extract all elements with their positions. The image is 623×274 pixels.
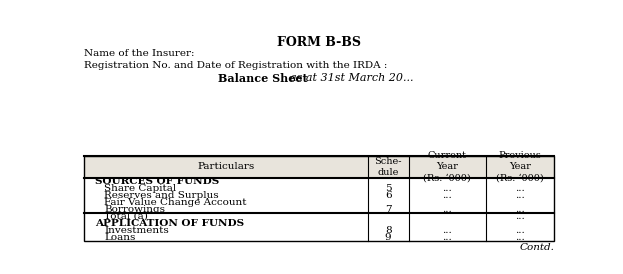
Text: APPLICATION OF FUNDS: APPLICATION OF FUNDS bbox=[95, 219, 244, 228]
Text: Previous
Year
(Rs. ‘000): Previous Year (Rs. ‘000) bbox=[497, 151, 544, 182]
Bar bbox=[84, 156, 554, 178]
Text: FORM B-BS: FORM B-BS bbox=[277, 36, 361, 49]
Text: 8: 8 bbox=[385, 226, 391, 235]
Text: Reserves and Surplus: Reserves and Surplus bbox=[105, 191, 219, 200]
Text: ...: ... bbox=[515, 184, 525, 193]
Text: Current
Year
(Rs. ‘000): Current Year (Rs. ‘000) bbox=[424, 151, 471, 182]
Text: 7: 7 bbox=[385, 205, 391, 214]
Text: 6: 6 bbox=[385, 191, 391, 200]
Text: ...: ... bbox=[442, 226, 452, 235]
Text: Total (a): Total (a) bbox=[105, 212, 148, 221]
Text: Fair Value Change Account: Fair Value Change Account bbox=[105, 198, 247, 207]
Text: ...: ... bbox=[442, 205, 452, 214]
Text: SOURCES OF FUNDS: SOURCES OF FUNDS bbox=[95, 177, 219, 186]
Text: ...: ... bbox=[442, 184, 452, 193]
Text: as at 31st March 20...: as at 31st March 20... bbox=[290, 73, 414, 83]
Text: Balance Sheet: Balance Sheet bbox=[218, 73, 312, 84]
Text: Share Capital: Share Capital bbox=[105, 184, 177, 193]
Text: ...: ... bbox=[515, 233, 525, 242]
Text: Borrowings: Borrowings bbox=[105, 205, 166, 214]
Text: Registration No. and Date of Registration with the IRDA :: Registration No. and Date of Registratio… bbox=[84, 61, 388, 70]
Text: ...: ... bbox=[515, 212, 525, 221]
Text: ...: ... bbox=[442, 191, 452, 200]
Text: 5: 5 bbox=[385, 184, 391, 193]
Text: Loans: Loans bbox=[105, 233, 136, 242]
Text: Investments: Investments bbox=[105, 226, 169, 235]
Text: Contd.: Contd. bbox=[520, 243, 554, 252]
Text: Particulars: Particulars bbox=[197, 162, 254, 171]
Text: ...: ... bbox=[515, 191, 525, 200]
Text: ...: ... bbox=[515, 226, 525, 235]
Bar bbox=[84, 156, 554, 241]
Text: 9: 9 bbox=[385, 233, 391, 242]
Text: Sche-
dule: Sche- dule bbox=[374, 157, 402, 177]
Text: ...: ... bbox=[515, 205, 525, 214]
Text: ...: ... bbox=[442, 233, 452, 242]
Text: Name of the Insurer:: Name of the Insurer: bbox=[84, 49, 194, 58]
